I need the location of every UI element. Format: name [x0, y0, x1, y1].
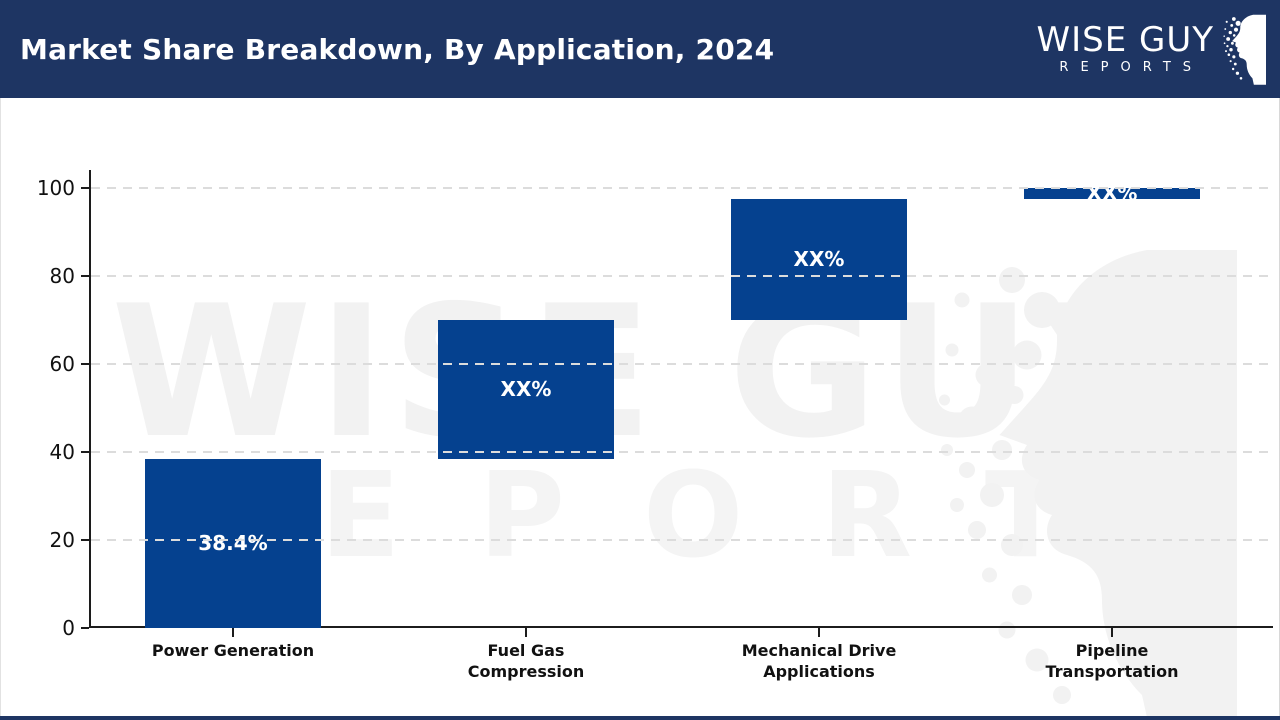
bar-value-label: 38.4%: [198, 531, 268, 556]
footer-bar: [0, 716, 1280, 720]
y-tick-mark: [81, 450, 89, 453]
chart-panel: WISE GUY REPORTS 0 20 40 60 80 100 38.4% Power …: [0, 98, 1280, 716]
y-tick-label: 100: [36, 175, 75, 200]
bar-fuel-gas-compression: XX%: [438, 319, 614, 459]
x-category-label: Pipeline Transportation: [1045, 641, 1179, 681]
y-tick-mark: [81, 538, 89, 541]
y-tick-label: 60: [49, 351, 75, 376]
x-category-label: Power Generation: [151, 641, 315, 660]
gridline-y80: [91, 274, 1273, 277]
y-tick-mark: [81, 274, 89, 277]
plot-area: 0 20 40 60 80 100 38.4% Power Generation XX% Fuel…: [37, 170, 1273, 681]
logo-text: WISE GUY REPORTS: [1036, 19, 1214, 76]
logo-subtitle: REPORTS: [1059, 60, 1204, 76]
bar-value-label: XX%: [793, 247, 845, 272]
x-tick-mark: [232, 628, 234, 637]
x-tick-mark: [525, 628, 527, 637]
y-tick-label: 20: [49, 527, 75, 552]
x-tick-mark: [1111, 628, 1113, 637]
gridline-y100: [91, 186, 1273, 189]
x-category-label: Mechanical Drive Applications: [741, 641, 897, 681]
y-tick-label: 40: [49, 439, 75, 464]
bar-value-label: XX%: [1086, 181, 1138, 206]
y-tick-mark: [81, 627, 89, 629]
y-tick-label: 80: [49, 263, 75, 288]
logo-face-icon: [1223, 14, 1266, 85]
y-tick-mark: [81, 362, 89, 365]
y-tick-mark: [81, 186, 89, 189]
y-tick-label: 0: [62, 616, 75, 640]
bar-mechanical-drive-applications: XX%: [731, 198, 907, 320]
x-category-label: Fuel Gas Compression: [467, 641, 585, 681]
bar-power-generation: 38.4%: [145, 458, 321, 628]
page-title: Market Share Breakdown, By Application, …: [20, 32, 775, 66]
gridline-y20: [91, 538, 1273, 541]
wiseguy-logo: WISE GUY REPORTS: [1036, 8, 1266, 90]
gridline-y60: [91, 362, 1273, 365]
bar-pipeline-transportation: XX%: [1024, 181, 1200, 205]
x-tick-mark: [818, 628, 820, 637]
gridline-y40: [91, 450, 1273, 453]
logo-wordmark: WISE GUY: [1036, 19, 1214, 60]
header: Market Share Breakdown, By Application, …: [0, 0, 1280, 98]
bar-value-label: XX%: [500, 377, 552, 402]
